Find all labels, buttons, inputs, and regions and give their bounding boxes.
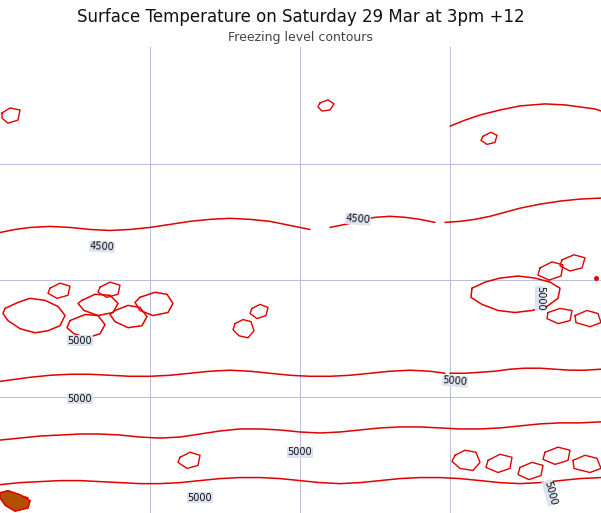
Text: 5000: 5000 (442, 376, 468, 387)
Text: Freezing level contours: Freezing level contours (228, 31, 373, 44)
Text: 5000: 5000 (188, 493, 212, 503)
Polygon shape (0, 491, 30, 511)
Text: 5000: 5000 (542, 480, 558, 506)
Text: 5000: 5000 (535, 286, 545, 311)
Text: 4500: 4500 (346, 213, 371, 225)
Text: 5000: 5000 (288, 447, 313, 457)
Text: Surface Temperature on Saturday 29 Mar at 3pm +12: Surface Temperature on Saturday 29 Mar a… (77, 9, 524, 27)
Text: 5000: 5000 (68, 336, 93, 346)
Text: 4500: 4500 (90, 241, 115, 252)
Text: 5000: 5000 (68, 393, 93, 404)
